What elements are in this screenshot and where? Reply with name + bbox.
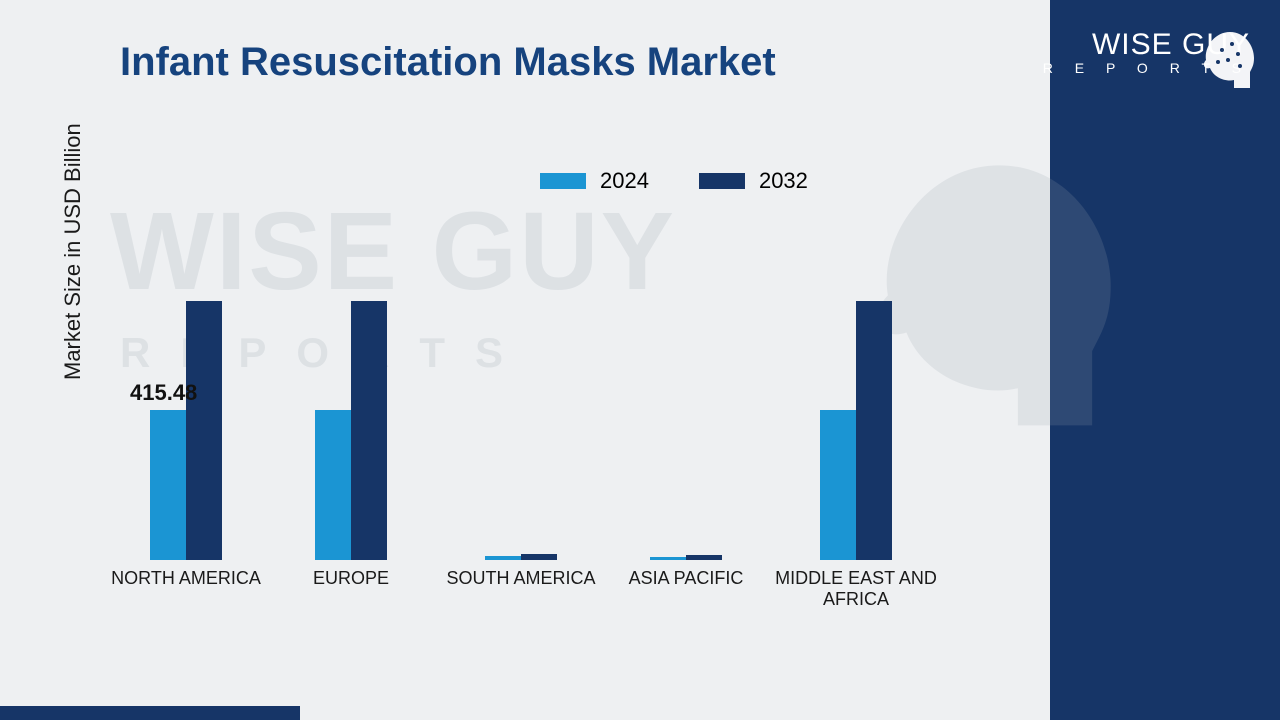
bar	[351, 301, 387, 560]
bar-chart: NORTH AMERICA415.48 EUROPE SOUTH AMERICA AS…	[120, 200, 960, 560]
legend-label-2024: 2024	[600, 168, 649, 194]
logo-head-icon	[1200, 30, 1256, 92]
bar	[150, 410, 186, 560]
category-label: EUROPE	[266, 560, 436, 589]
bar-group: MIDDLE EAST AND AFRICA	[820, 301, 892, 560]
legend-label-2032: 2032	[759, 168, 808, 194]
brand-logo: WISE GUY R E P O R T S	[1043, 28, 1250, 76]
category-label: MIDDLE EAST AND AFRICA	[771, 560, 941, 609]
bar-group: EUROPE	[315, 301, 387, 560]
bar	[186, 301, 222, 560]
legend-item-2032: 2032	[699, 168, 808, 194]
legend-item-2024: 2024	[540, 168, 649, 194]
bar-group: NORTH AMERICA415.48	[150, 301, 222, 560]
bar-group: ASIA PACIFIC	[650, 555, 722, 560]
legend-swatch-2032	[699, 173, 745, 189]
chart-title: Infant Resuscitation Masks Market	[120, 40, 776, 85]
bar	[315, 410, 351, 560]
bar-group: SOUTH AMERICA	[485, 554, 557, 560]
footer-accent-bar	[0, 706, 300, 720]
value-label: 415.48	[130, 380, 197, 406]
bar	[856, 301, 892, 560]
legend-swatch-2024	[540, 173, 586, 189]
category-label: NORTH AMERICA	[101, 560, 271, 589]
category-label: ASIA PACIFIC	[601, 560, 771, 589]
legend: 2024 2032	[540, 168, 808, 194]
infographic-canvas: WISE GUY R E P O R T S Infant Resuscitat…	[0, 0, 1280, 720]
bar	[820, 410, 856, 560]
y-axis-label: Market Size in USD Billion	[60, 123, 86, 380]
category-label: SOUTH AMERICA	[436, 560, 606, 589]
